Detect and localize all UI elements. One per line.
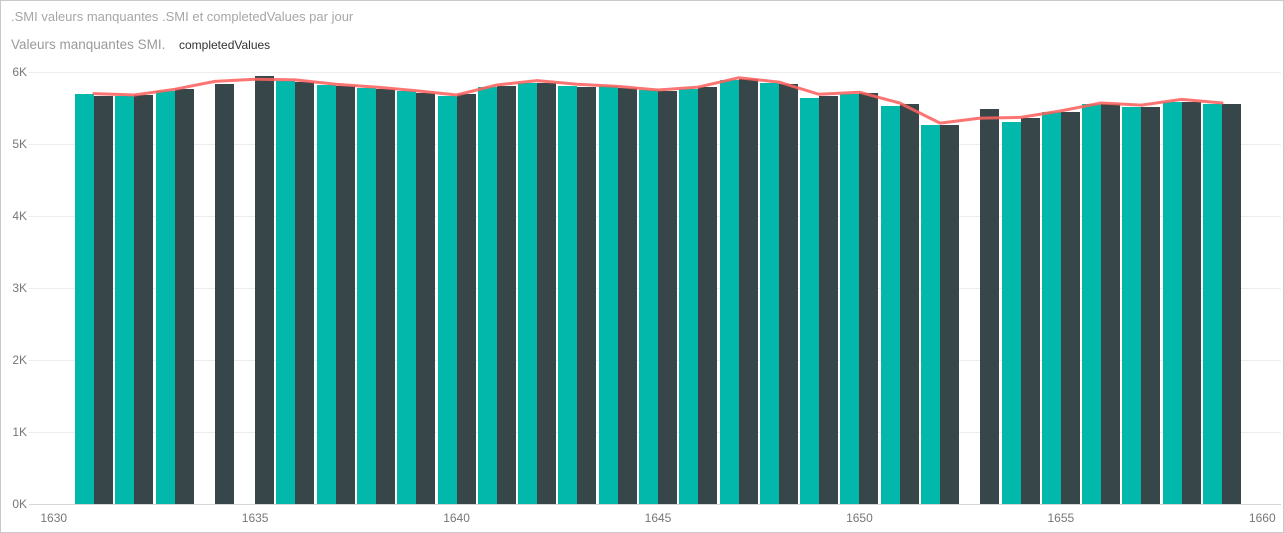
- bar-valeurs-manquantes-1656[interactable]: [1082, 104, 1102, 504]
- bar-completedvalues-1636[interactable]: [295, 82, 315, 504]
- bar-completedvalues-1640[interactable]: [456, 94, 476, 504]
- bar-completedvalues-1643[interactable]: [577, 87, 597, 504]
- bar-completedvalues-1656[interactable]: [1101, 104, 1121, 504]
- y-axis-label: 4K: [12, 209, 27, 223]
- bar-valeurs-manquantes-1646[interactable]: [679, 88, 699, 504]
- x-axis-label: 1660: [1248, 511, 1276, 525]
- y-axis-label: 1K: [12, 425, 27, 439]
- bar-completedvalues-1649[interactable]: [819, 96, 839, 504]
- bar-valeurs-manquantes-1658[interactable]: [1162, 101, 1182, 504]
- bar-valeurs-manquantes-1643[interactable]: [558, 85, 578, 504]
- bar-valeurs-manquantes-1640[interactable]: [437, 95, 457, 504]
- bar-valeurs-manquantes-1645[interactable]: [639, 90, 658, 504]
- bar-completedvalues-1658[interactable]: [1181, 101, 1201, 504]
- bar-completedvalues-1654[interactable]: [1020, 118, 1040, 504]
- y-axis-label: 2K: [12, 353, 27, 367]
- legend-item-completedvalues[interactable]: completedValues: [179, 38, 271, 52]
- legend-item-valeurs-manquantes[interactable]: Valeurs manquantes SMI.: [11, 37, 166, 52]
- bar-completedvalues-1645[interactable]: [658, 90, 677, 504]
- bar-valeurs-manquantes-1637[interactable]: [316, 84, 336, 504]
- bar-valeurs-manquantes-1638[interactable]: [357, 87, 376, 504]
- bar-completedvalues-1644[interactable]: [617, 87, 637, 504]
- bar-completedvalues-1650[interactable]: [859, 92, 879, 504]
- bar-completedvalues-1647[interactable]: [738, 79, 758, 504]
- bar-completedvalues-1639[interactable]: [416, 92, 436, 504]
- y-axis-label: 6K: [12, 65, 27, 79]
- bar-completedvalues-1659[interactable]: [1222, 104, 1241, 504]
- bar-valeurs-manquantes-1647[interactable]: [719, 79, 739, 504]
- y-axis-label: 5K: [12, 137, 27, 151]
- x-axis-label: 1645: [644, 511, 672, 525]
- bar-valeurs-manquantes-1633[interactable]: [155, 90, 175, 504]
- bar-valeurs-manquantes-1641[interactable]: [477, 87, 497, 504]
- bar-completedvalues-1631[interactable]: [94, 95, 113, 504]
- bar-completedvalues-1657[interactable]: [1141, 106, 1161, 504]
- bar-completedvalues-1655[interactable]: [1060, 111, 1080, 504]
- bar-valeurs-manquantes-1657[interactable]: [1122, 106, 1142, 504]
- bar-valeurs-manquantes-1659[interactable]: [1203, 104, 1222, 504]
- bar-valeurs-manquantes-1649[interactable]: [800, 97, 820, 504]
- bar-valeurs-manquantes-1632[interactable]: [115, 96, 135, 504]
- bar-valeurs-manquantes-1631[interactable]: [75, 94, 94, 504]
- bar-valeurs-manquantes-1639[interactable]: [397, 91, 417, 504]
- x-axis-label: 1635: [241, 511, 269, 525]
- bar-valeurs-manquantes-1650[interactable]: [840, 94, 860, 504]
- gridline: [29, 72, 1281, 73]
- chart-title: .SMI valeurs manquantes .SMI et complete…: [11, 9, 354, 24]
- bar-valeurs-manquantes-1652[interactable]: [921, 124, 940, 504]
- bar-valeurs-manquantes-1655[interactable]: [1041, 112, 1061, 504]
- bar-completedvalues-1648[interactable]: [778, 83, 798, 504]
- bar-valeurs-manquantes-1636[interactable]: [276, 80, 296, 504]
- y-axis-label: 3K: [12, 281, 27, 295]
- bar-valeurs-manquantes-1648[interactable]: [759, 82, 779, 504]
- legend: Valeurs manquantes SMI. completedValues: [1, 34, 1283, 56]
- x-axis-label: 1630: [40, 511, 68, 525]
- x-axis-line: [29, 504, 1281, 505]
- bar-valeurs-manquantes-1654[interactable]: [1001, 121, 1021, 504]
- bar-completedvalues-1637[interactable]: [335, 85, 355, 504]
- bar-valeurs-manquantes-1651[interactable]: [880, 105, 900, 504]
- bar-valeurs-manquantes-1644[interactable]: [598, 85, 618, 504]
- bar-completedvalues-1638[interactable]: [376, 88, 395, 504]
- bar-completedvalues-1632[interactable]: [134, 95, 154, 504]
- bar-completedvalues-1653[interactable]: [980, 109, 1000, 504]
- bar-completedvalues-1651[interactable]: [899, 104, 919, 504]
- x-axis-label: 1650: [846, 511, 873, 525]
- bar-completedvalues-1641[interactable]: [496, 85, 516, 504]
- bar-completedvalues-1642[interactable]: [537, 82, 557, 504]
- x-axis-label: 1640: [443, 511, 470, 525]
- bar-completedvalues-1634[interactable]: [214, 84, 234, 504]
- bar-completedvalues-1635[interactable]: [255, 75, 275, 504]
- bar-completedvalues-1633[interactable]: [174, 88, 194, 504]
- bar-completedvalues-1652[interactable]: [940, 124, 959, 504]
- bar-completedvalues-1646[interactable]: [698, 87, 718, 504]
- y-axis-label: 0K: [12, 497, 27, 511]
- x-axis-label: 1655: [1047, 511, 1075, 525]
- bar-valeurs-manquantes-1642[interactable]: [518, 82, 538, 504]
